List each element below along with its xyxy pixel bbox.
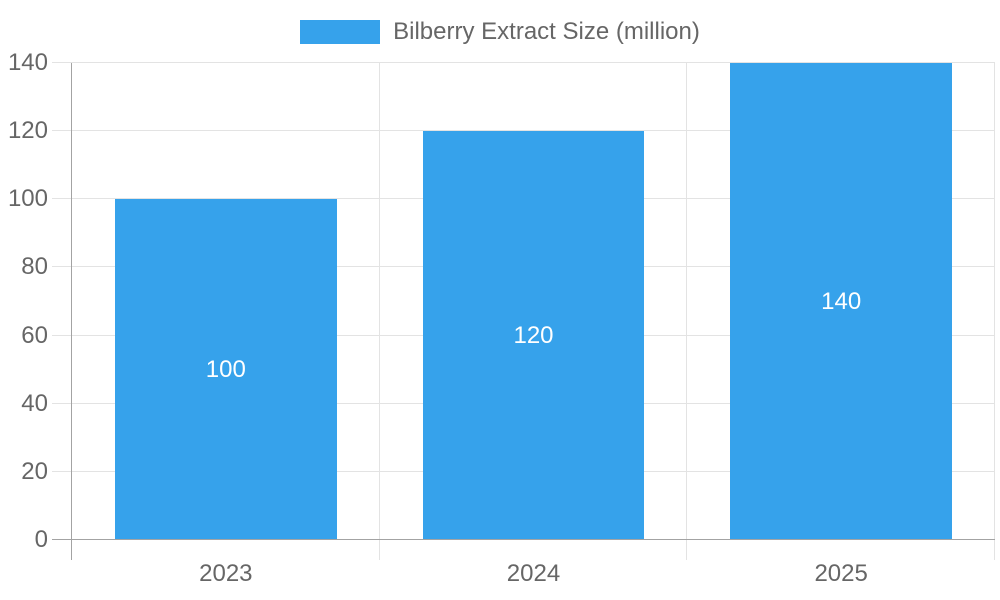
- y-axis-label: 120: [7, 117, 48, 145]
- y-axis-tick: [52, 402, 72, 404]
- y-axis-label: 0: [34, 526, 48, 553]
- bar[interactable]: [730, 63, 952, 540]
- category-boundary-gridline: [686, 63, 688, 560]
- y-axis-tick: [52, 470, 72, 472]
- category-boundary-gridline: [994, 63, 995, 560]
- bar-value-label: 100: [205, 355, 246, 383]
- chart-legend[interactable]: Bilberry Extract Size (million): [0, 19, 1000, 45]
- y-axis-tick: [52, 334, 72, 336]
- y-axis-label: 40: [21, 389, 48, 417]
- legend-swatch: [300, 20, 381, 44]
- y-axis-tick: [52, 198, 72, 200]
- y-axis-tick: [52, 62, 72, 63]
- y-axis-label: 100: [7, 185, 48, 213]
- legend-label: Bilberry Extract Size (million): [393, 18, 700, 45]
- gridline-horizontal: [72, 62, 995, 63]
- y-axis-tick: [52, 266, 72, 268]
- bar[interactable]: [115, 199, 337, 540]
- y-axis-label: 80: [21, 253, 48, 281]
- gridline-horizontal: [72, 130, 995, 132]
- category-boundary-gridline: [378, 63, 380, 560]
- bar[interactable]: [422, 131, 645, 540]
- y-axis-label: 20: [21, 457, 48, 485]
- x-axis-label: 2023: [199, 560, 253, 587]
- bar-value-label: 140: [821, 287, 862, 315]
- y-axis-tick: [52, 130, 72, 132]
- x-axis-line: [52, 539, 995, 540]
- y-axis-label: 140: [7, 49, 48, 76]
- bar-value-label: 120: [513, 321, 554, 349]
- x-axis-label: 2025: [814, 560, 868, 587]
- x-axis-label: 2024: [506, 560, 561, 587]
- y-axis-line: [71, 63, 72, 560]
- y-axis-label: 60: [21, 321, 48, 349]
